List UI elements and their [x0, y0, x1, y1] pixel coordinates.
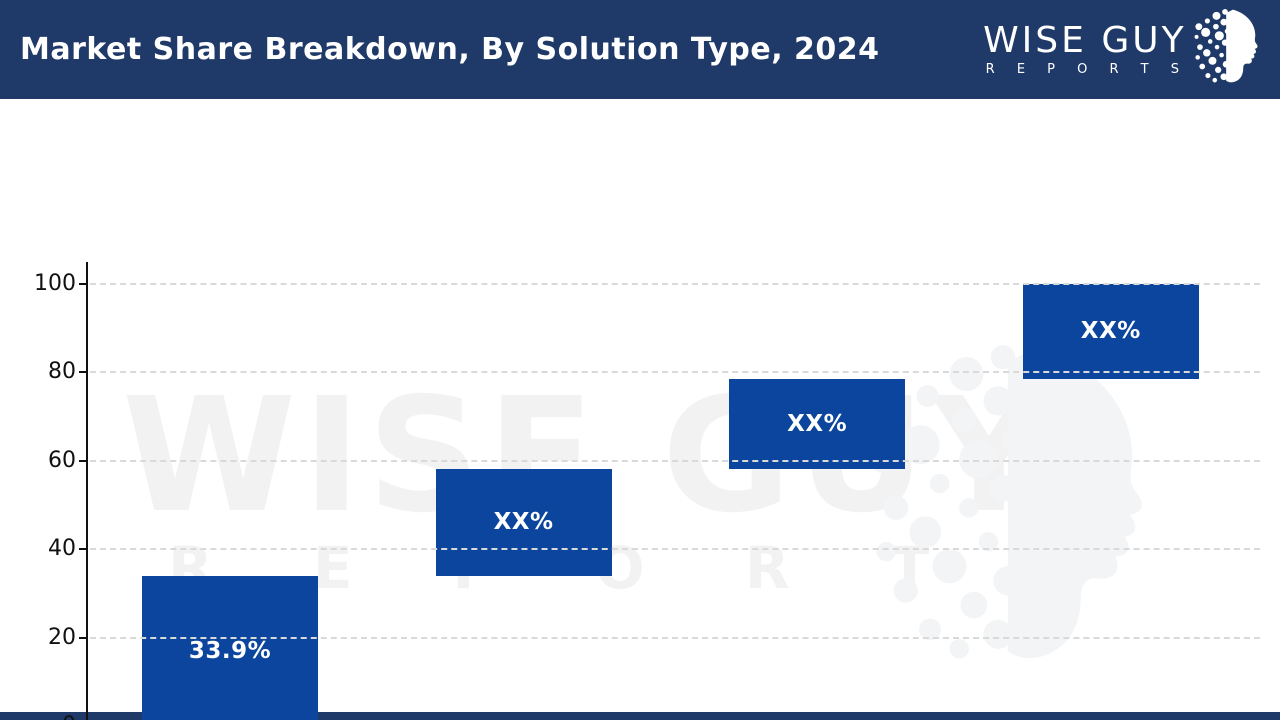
y-tick-label-80: 80	[48, 359, 76, 385]
watermark-subtitle: R E P O R T S	[168, 534, 1112, 602]
chart-area: WISE GUY R E P O R T S 33.9% XX% XX% XX% 02…	[0, 99, 1280, 720]
y-tick-100	[79, 283, 87, 285]
gridline-80	[90, 371, 1260, 374]
page-title: Market Share Breakdown, By Solution Type…	[20, 32, 880, 67]
y-tick-40	[79, 548, 87, 551]
y-tick-80	[79, 371, 87, 374]
y-axis-spine	[86, 262, 88, 720]
bar-infection-control-solutions: XX%	[1022, 284, 1199, 379]
bar-vaccination-solutions: XX%	[729, 378, 906, 469]
logo-wordmark: WISE GUY	[983, 20, 1187, 61]
y-tick-label-20: 20	[48, 624, 76, 650]
bar-diagnostic-solutions: 33.9%	[142, 576, 318, 720]
gridline-20	[90, 636, 1260, 639]
gridline-40	[90, 548, 1260, 551]
bar-value-label: XX%	[1080, 318, 1141, 345]
bar-therapeutic-solutions: XX%	[435, 468, 612, 577]
y-tick-60	[79, 459, 87, 462]
footer-bar	[0, 712, 1280, 720]
bar-value-label: 33.9%	[188, 638, 272, 665]
grid-layer	[0, 99, 1280, 720]
watermark-layer: WISE GUY R E P O R T S	[0, 99, 1280, 720]
y-tick-20	[79, 636, 87, 639]
gridline-100	[90, 283, 1260, 285]
bars-layer: 33.9% XX% XX% XX%	[0, 99, 1280, 720]
watermark-wordmark: WISE GUY	[122, 364, 1053, 548]
wiseguy-face-icon	[1192, 7, 1266, 93]
header: Market Share Breakdown, By Solution Type…	[0, 0, 1280, 99]
wiseguy-logo: WISE GUY R E P O R T S	[982, 7, 1266, 93]
bar-value-label: XX%	[493, 509, 554, 536]
y-tick-label-40: 40	[48, 536, 76, 562]
logo-subtitle: R E P O R T S	[985, 62, 1188, 77]
axis-layer: 020406080100Diagnostic SolutionsTherapeu…	[0, 99, 1280, 720]
watermark-face-icon	[862, 337, 1178, 703]
gridline-60	[90, 459, 1260, 462]
bar-value-label: XX%	[787, 410, 848, 437]
y-tick-label-60: 60	[48, 447, 76, 473]
y-tick-label-100: 100	[34, 271, 76, 296]
